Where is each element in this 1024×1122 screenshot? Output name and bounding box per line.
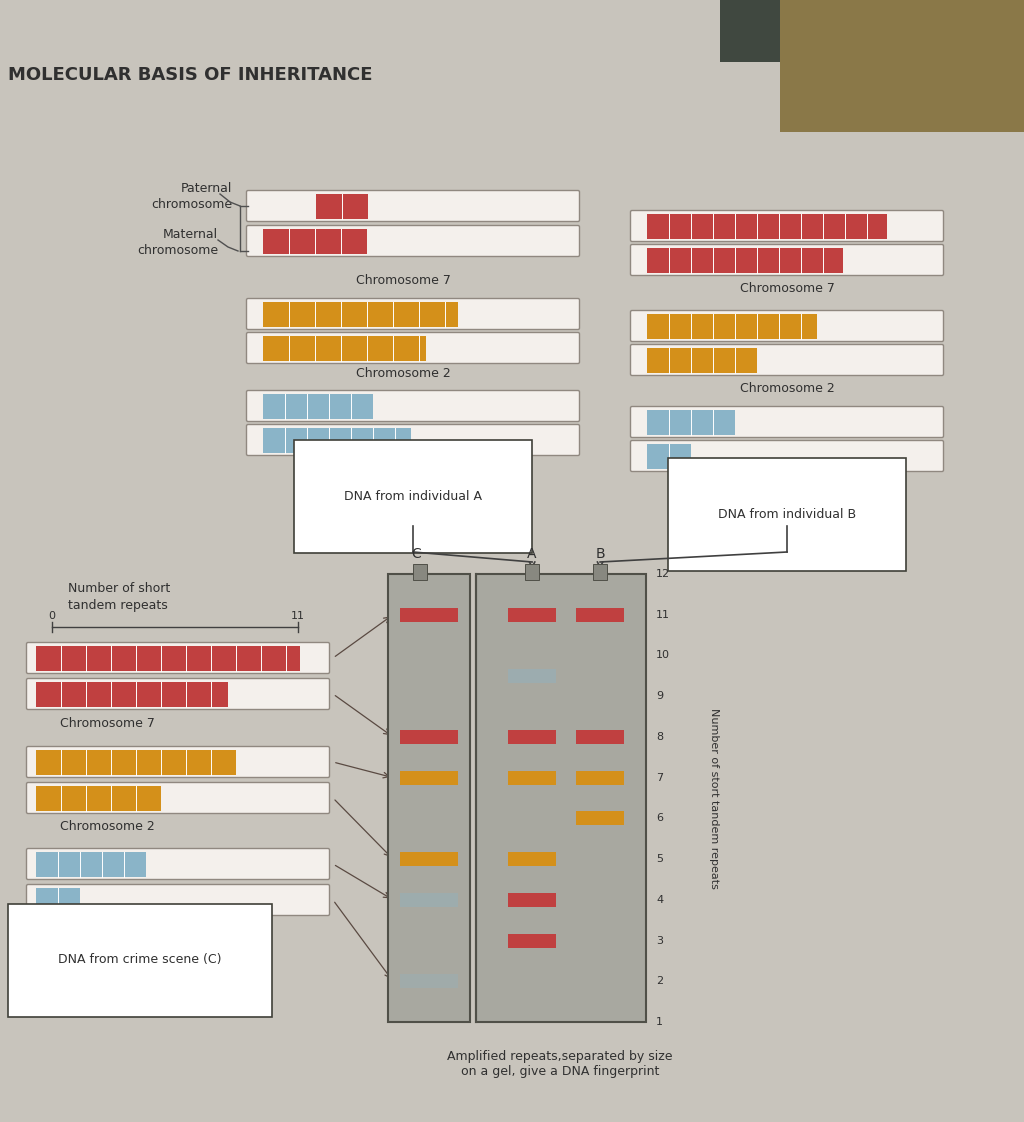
Text: Chromosome 16: Chromosome 16 xyxy=(351,462,455,475)
Bar xyxy=(508,608,556,622)
FancyBboxPatch shape xyxy=(631,211,943,241)
FancyBboxPatch shape xyxy=(631,441,943,471)
FancyBboxPatch shape xyxy=(27,643,330,673)
Bar xyxy=(263,335,426,360)
Bar xyxy=(400,974,458,988)
Bar xyxy=(647,248,843,273)
Text: B: B xyxy=(595,548,605,561)
FancyBboxPatch shape xyxy=(27,848,330,880)
FancyBboxPatch shape xyxy=(247,424,580,456)
Text: DNA from crime scene (C): DNA from crime scene (C) xyxy=(58,954,222,966)
Text: 12: 12 xyxy=(656,569,670,579)
FancyBboxPatch shape xyxy=(27,746,330,778)
Bar xyxy=(593,564,607,580)
Text: Number of stort tandem repeats: Number of stort tandem repeats xyxy=(709,708,719,889)
Bar xyxy=(400,852,458,866)
FancyBboxPatch shape xyxy=(247,332,580,364)
Bar xyxy=(413,564,427,580)
Text: Chromosome 2: Chromosome 2 xyxy=(355,367,451,380)
Bar xyxy=(316,193,368,219)
Text: A: A xyxy=(527,548,537,561)
Text: Chromosome 2: Chromosome 2 xyxy=(739,381,835,395)
Bar xyxy=(647,410,735,434)
Text: Chromosome 7: Chromosome 7 xyxy=(739,282,835,295)
Bar xyxy=(0,0,720,62)
Bar xyxy=(0,0,1024,62)
FancyBboxPatch shape xyxy=(631,344,943,376)
Bar xyxy=(508,852,556,866)
Text: Amplified repeats,separated by size
on a gel, give a DNA fingerprint: Amplified repeats,separated by size on a… xyxy=(447,1050,673,1078)
Text: Paternal
chromosome: Paternal chromosome xyxy=(151,182,232,211)
FancyBboxPatch shape xyxy=(631,406,943,438)
Bar xyxy=(400,893,458,907)
Bar xyxy=(647,313,817,339)
Bar xyxy=(263,302,458,327)
Text: 11: 11 xyxy=(291,611,305,620)
Text: Chromosome 7: Chromosome 7 xyxy=(355,274,451,287)
Text: 7: 7 xyxy=(656,773,664,783)
Text: Number of short
tandem repeats: Number of short tandem repeats xyxy=(68,582,170,611)
Text: 0: 0 xyxy=(48,611,55,620)
Text: 6: 6 xyxy=(656,813,663,824)
Text: Maternal
chromosome: Maternal chromosome xyxy=(137,228,218,257)
Bar xyxy=(577,811,624,826)
Bar xyxy=(508,934,556,948)
Bar xyxy=(263,229,367,254)
Text: C: C xyxy=(412,548,422,561)
Bar xyxy=(36,681,228,707)
Bar xyxy=(263,427,411,452)
Bar xyxy=(508,730,556,744)
Bar xyxy=(36,645,300,671)
FancyBboxPatch shape xyxy=(247,191,580,221)
Text: Chromosome 16: Chromosome 16 xyxy=(60,922,163,935)
Bar xyxy=(388,574,470,1022)
Bar xyxy=(36,785,161,810)
Bar xyxy=(263,394,373,419)
Text: 10: 10 xyxy=(656,651,670,661)
Bar xyxy=(647,443,691,469)
FancyBboxPatch shape xyxy=(27,679,330,709)
Text: 1: 1 xyxy=(656,1017,663,1027)
FancyBboxPatch shape xyxy=(27,884,330,916)
Text: DNA from individual B: DNA from individual B xyxy=(718,507,856,521)
Text: Chromosome 16: Chromosome 16 xyxy=(735,478,839,491)
Bar xyxy=(400,771,458,784)
Text: 9: 9 xyxy=(656,691,664,701)
Bar xyxy=(525,564,539,580)
Text: DNA from individual A: DNA from individual A xyxy=(344,489,482,503)
Bar xyxy=(476,574,646,1022)
FancyBboxPatch shape xyxy=(247,226,580,257)
Text: 3: 3 xyxy=(656,936,663,946)
Bar xyxy=(647,213,887,239)
FancyBboxPatch shape xyxy=(247,298,580,330)
Bar xyxy=(508,893,556,907)
Bar xyxy=(36,852,146,876)
FancyBboxPatch shape xyxy=(631,311,943,341)
Text: Chromosome 7: Chromosome 7 xyxy=(60,717,155,730)
Bar xyxy=(647,348,757,373)
Text: 8: 8 xyxy=(656,732,664,742)
FancyBboxPatch shape xyxy=(27,782,330,813)
Bar xyxy=(36,888,80,912)
Text: 5: 5 xyxy=(656,854,663,864)
FancyBboxPatch shape xyxy=(247,390,580,422)
Bar xyxy=(36,749,236,774)
Bar xyxy=(780,0,1024,132)
Bar xyxy=(400,608,458,622)
Bar xyxy=(400,730,458,744)
Bar xyxy=(508,771,556,784)
Bar xyxy=(577,771,624,784)
Text: 2: 2 xyxy=(656,976,664,986)
Bar xyxy=(508,669,556,683)
Bar xyxy=(577,608,624,622)
Text: 11: 11 xyxy=(656,609,670,619)
Text: Chromosome 2: Chromosome 2 xyxy=(60,820,155,833)
FancyBboxPatch shape xyxy=(631,245,943,276)
Text: MOLECULAR BASIS OF INHERITANCE: MOLECULAR BASIS OF INHERITANCE xyxy=(8,66,373,84)
Text: 4: 4 xyxy=(656,895,664,904)
Bar xyxy=(577,730,624,744)
